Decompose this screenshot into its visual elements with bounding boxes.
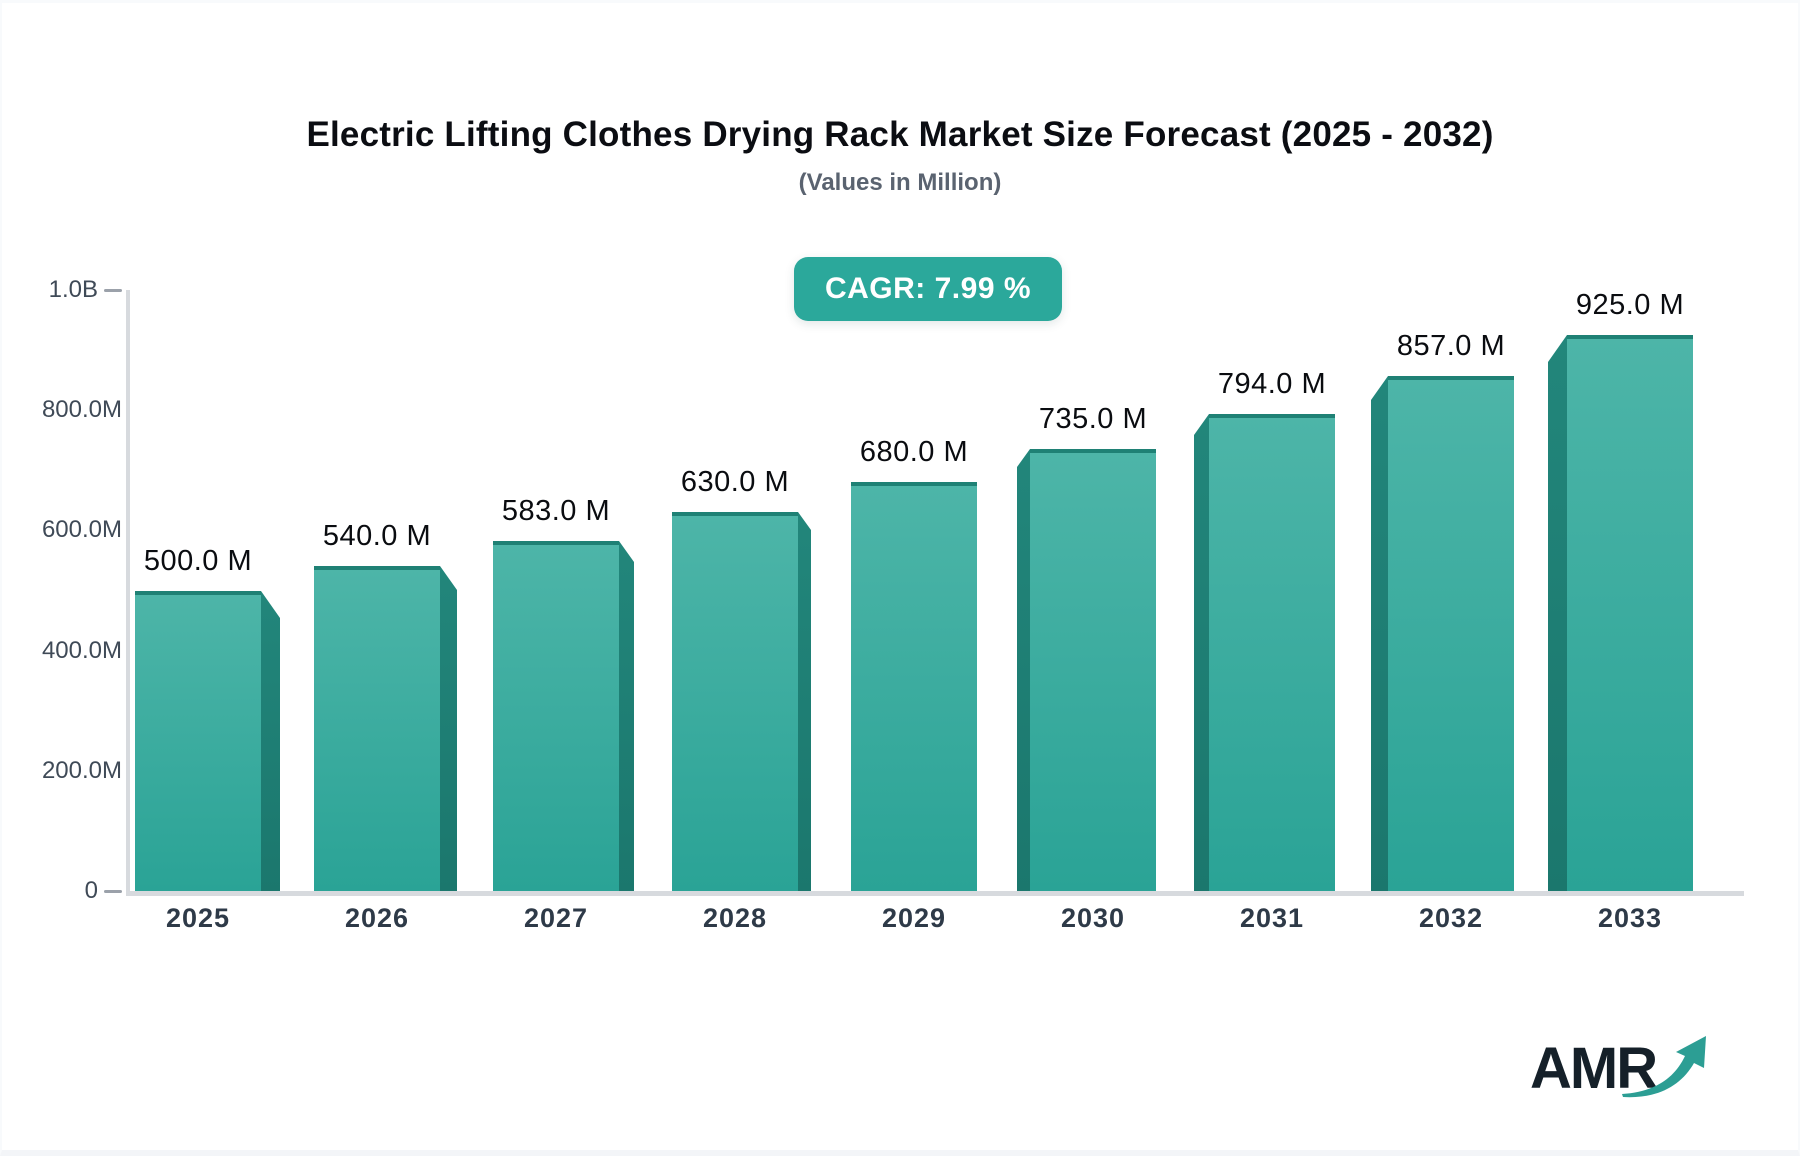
bar-value-label: 857.0 M xyxy=(1396,330,1506,362)
bar-side-face xyxy=(261,591,280,891)
y-tick-label: 1.0B xyxy=(48,276,98,303)
y-tick-label: 200.0M xyxy=(41,756,122,784)
x-axis-label: 2032 xyxy=(1418,903,1484,933)
bar-face xyxy=(314,566,440,891)
y-tick-label: 400.0M xyxy=(41,636,122,664)
x-axis-label: 2028 xyxy=(702,903,768,933)
y-tick-label: 800.0M xyxy=(41,396,122,424)
y-tick-label: 0 xyxy=(84,877,98,904)
y-tick: 800.0M xyxy=(2,394,136,426)
y-tick: 1.0B xyxy=(2,274,122,306)
chart-subtitle: (Values in Million) xyxy=(798,169,1002,196)
bar-value-label: 925.0 M xyxy=(1575,289,1685,321)
y-tick: 0 xyxy=(2,875,122,907)
y-tick: 200.0M xyxy=(2,755,136,787)
bar-face xyxy=(135,591,261,891)
bar-value-label: 630.0 M xyxy=(680,466,790,498)
x-axis-line xyxy=(126,891,1744,896)
bar-value-label: 794.0 M xyxy=(1217,368,1327,400)
x-axis-label: 2025 xyxy=(165,903,231,933)
bar-face xyxy=(851,482,977,891)
cagr-badge-label: CAGR: 7.99 % xyxy=(824,272,1032,305)
x-axis-label: 2029 xyxy=(881,903,947,933)
y-tick-dash xyxy=(104,288,122,292)
x-axis-label: 2027 xyxy=(523,903,589,933)
bar-face xyxy=(1030,449,1156,891)
bar-value-label: 583.0 M xyxy=(501,495,611,527)
bar-side-face xyxy=(1371,376,1388,891)
chart-title: Electric Lifting Clothes Drying Rack Mar… xyxy=(306,115,1494,154)
bar-value-label: 540.0 M xyxy=(322,520,432,552)
y-tick: 400.0M xyxy=(2,635,136,667)
x-axis-label: 2026 xyxy=(344,903,410,933)
bar-value-label: 735.0 M xyxy=(1038,403,1148,435)
cagr-badge: CAGR: 7.99 % xyxy=(794,257,1062,321)
bar-side-face xyxy=(1548,335,1567,891)
x-axis-label: 2033 xyxy=(1597,903,1663,933)
bar-side-face xyxy=(1017,449,1030,891)
y-tick-label: 600.0M xyxy=(41,516,122,544)
bar-side-face xyxy=(440,566,457,891)
bar-side-face xyxy=(619,541,634,891)
x-axis-label: 2031 xyxy=(1239,903,1305,933)
growth-arrow-icon xyxy=(1622,1036,1706,1098)
bar-side-face xyxy=(798,512,811,891)
bar-face xyxy=(493,541,619,891)
amr-logo: AMR xyxy=(1530,1029,1720,1113)
bar-face xyxy=(1209,414,1335,891)
bar-face xyxy=(672,512,798,891)
bar-face xyxy=(1388,376,1514,891)
amr-logo-text: AMR xyxy=(1530,1036,1658,1101)
y-axis-line xyxy=(126,290,130,896)
bar-side-face xyxy=(1194,414,1209,891)
x-axis-label: 2030 xyxy=(1060,903,1126,933)
y-tick-dash xyxy=(104,889,122,893)
bar-value-label: 500.0 M xyxy=(143,545,253,577)
bar-value-label: 680.0 M xyxy=(859,436,969,468)
y-tick: 600.0M xyxy=(2,514,136,546)
bar-face xyxy=(1567,335,1693,891)
